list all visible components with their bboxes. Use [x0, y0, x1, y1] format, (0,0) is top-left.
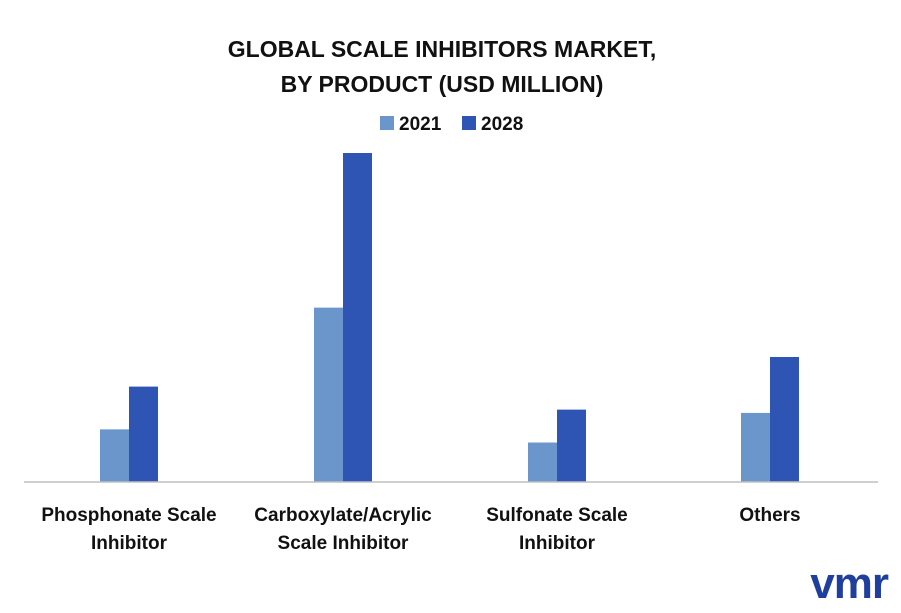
vmr-logo-text: vmr	[810, 559, 889, 608]
vmr-logo: vmr	[810, 559, 890, 608]
legend: 2021 2028	[380, 114, 523, 135]
chart-title-line-1: GLOBAL SCALE INHIBITORS MARKET,	[228, 36, 657, 62]
bar-2028-cat-1	[343, 153, 372, 482]
category-label-2-line-1: Inhibitor	[519, 533, 596, 554]
category-label-1-line-1: Scale Inhibitor	[278, 533, 410, 554]
bar-2028-cat-0	[129, 386, 158, 482]
bar-2028-cat-3	[770, 356, 799, 482]
category-label-2-line-0: Sulfonate Scale	[486, 505, 628, 526]
bar-2021-cat-2	[528, 442, 557, 482]
bars	[100, 153, 799, 482]
bar-2021-cat-3	[741, 412, 770, 482]
category-labels: Phosphonate Scale Inhibitor Carboxylate/Ac…	[41, 505, 800, 554]
legend-label-2021: 2021	[399, 114, 442, 135]
bar-2028-cat-2	[557, 409, 586, 482]
legend-label-2028: 2028	[481, 114, 523, 135]
category-label-0-line-0: Phosphonate Scale	[41, 505, 216, 526]
chart-title-line-2: BY PRODUCT (USD MILLION)	[281, 71, 604, 97]
bar-2021-cat-0	[100, 429, 129, 482]
category-label-3-line-0: Others	[739, 505, 800, 526]
bar-2021-cat-1	[314, 307, 343, 482]
legend-swatch-2021	[380, 116, 394, 130]
chart-title: GLOBAL SCALE INHIBITORS MARKET, BY PRODU…	[228, 36, 657, 97]
legend-swatch-2028	[462, 116, 476, 130]
category-label-0-line-1: Inhibitor	[91, 533, 168, 554]
category-label-1-line-0: Carboxylate/Acrylic	[254, 505, 432, 526]
